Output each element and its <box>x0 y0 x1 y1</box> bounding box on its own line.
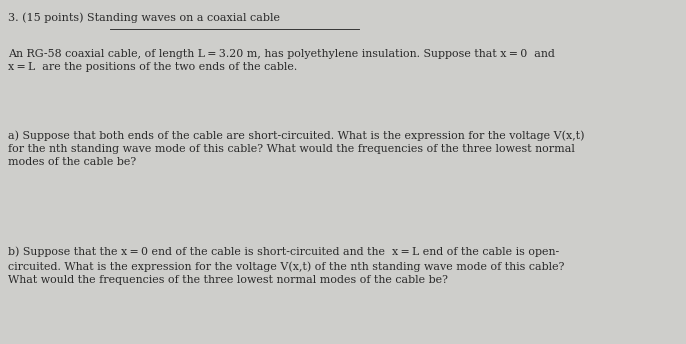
Text: An RG-58 coaxial cable, of length L = 3.20 m, has polyethylene insulation. Suppo: An RG-58 coaxial cable, of length L = 3.… <box>8 49 555 72</box>
Text: a) Suppose that both ends of the cable are short-circuited. What is the expressi: a) Suppose that both ends of the cable a… <box>8 130 584 168</box>
Text: 3. (15 points) Standing waves on a coaxial cable: 3. (15 points) Standing waves on a coaxi… <box>8 13 281 23</box>
Text: b) Suppose that the x = 0 end of the cable is short-circuited and the  x = L end: b) Suppose that the x = 0 end of the cab… <box>8 247 565 285</box>
